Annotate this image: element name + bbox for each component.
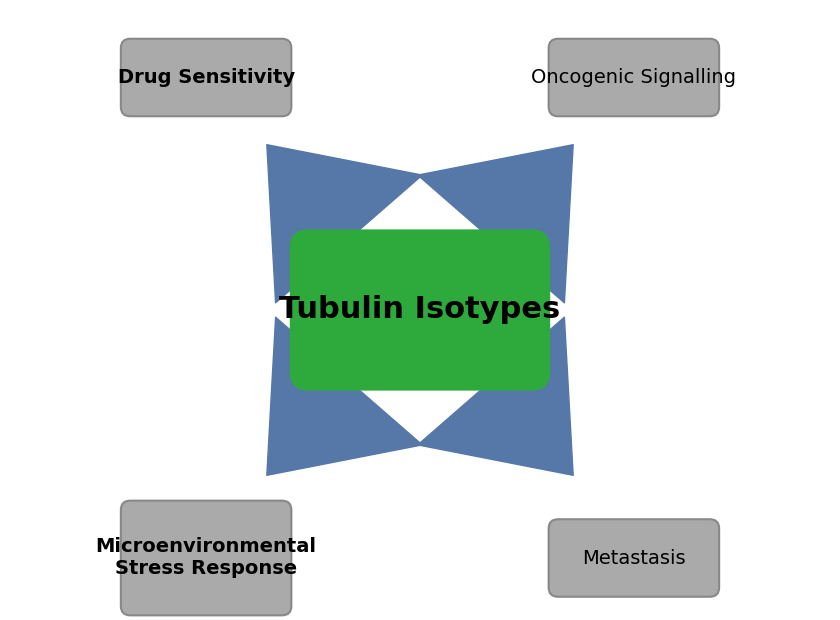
FancyBboxPatch shape (290, 229, 550, 391)
FancyBboxPatch shape (549, 38, 719, 117)
FancyBboxPatch shape (549, 520, 719, 596)
Text: Tubulin Isotypes: Tubulin Isotypes (280, 296, 560, 324)
Text: Drug Sensitivity: Drug Sensitivity (118, 68, 295, 87)
Text: Microenvironmental
Stress Response: Microenvironmental Stress Response (96, 538, 317, 578)
Text: Oncogenic Signalling: Oncogenic Signalling (532, 68, 737, 87)
FancyBboxPatch shape (121, 501, 291, 615)
FancyBboxPatch shape (121, 38, 291, 117)
Text: Metastasis: Metastasis (582, 549, 685, 567)
